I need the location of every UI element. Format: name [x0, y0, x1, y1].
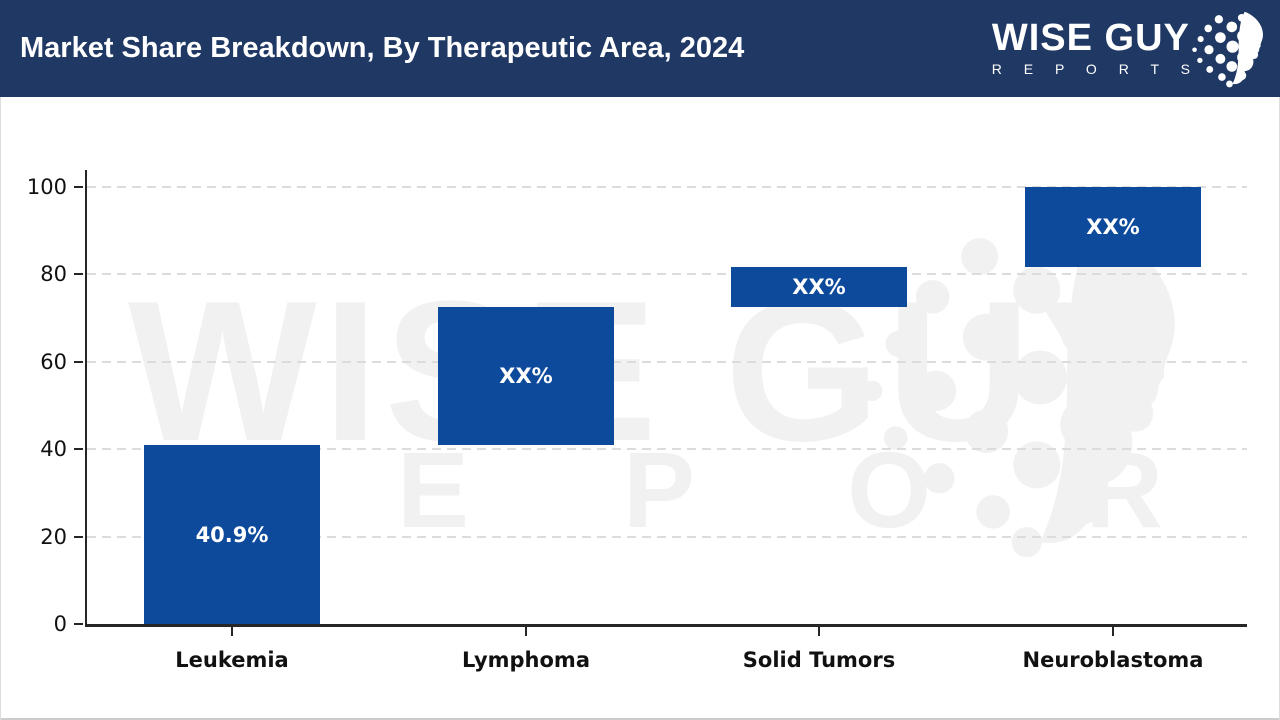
gridline	[87, 535, 1247, 538]
x-tick-mark	[525, 627, 527, 636]
bar-value-label: XX%	[499, 364, 553, 389]
bar-value-label: XX%	[792, 274, 846, 299]
bar-value-label: 40.9%	[195, 522, 269, 547]
page-left-border	[0, 97, 1, 720]
y-tick-label: 80	[40, 262, 67, 287]
bar-neuroblastoma: XX%	[1025, 187, 1201, 267]
x-tick-mark	[231, 627, 233, 636]
plot-area: 0 20 40 60 80 100 40.9% Leukemia XX% Lymphoma XX% S…	[27, 170, 1247, 672]
page-bottom-border	[0, 718, 1280, 720]
bar-solid-tumors: XX%	[731, 266, 907, 308]
gridline	[87, 273, 1247, 276]
header-bar: Market Share Breakdown, By Therapeutic A…	[0, 0, 1280, 97]
page-title: Market Share Breakdown, By Therapeutic A…	[20, 32, 745, 64]
logo-text: WISE GUY R E P O R T S	[992, 18, 1190, 78]
x-category-label: Leukemia	[175, 648, 289, 672]
y-tick-mark	[74, 273, 83, 276]
bar-lymphoma: XX%	[438, 307, 614, 446]
x-tick-mark	[818, 627, 820, 636]
y-tick-mark	[74, 623, 83, 625]
gridline	[87, 360, 1247, 363]
x-category-label: Neuroblastoma	[1022, 648, 1204, 672]
y-tick-mark	[74, 186, 83, 188]
x-category-label: Lymphoma	[462, 648, 590, 672]
logo-subtext: R E P O R T S	[991, 61, 1199, 77]
watermark-dotted-head-icon	[862, 222, 1175, 558]
y-tick-label: 100	[26, 175, 67, 199]
bar-value-label: XX%	[1086, 214, 1140, 239]
y-tick-label: 0	[53, 612, 67, 636]
bar-leukemia: 40.9%	[144, 445, 320, 624]
logo-wordmark: WISE GUY	[991, 17, 1190, 59]
wise-guy-logo: WISE GUY R E P O R T S	[992, 8, 1264, 92]
gridline	[87, 448, 1247, 451]
y-tick-mark	[74, 448, 83, 451]
y-tick-mark	[74, 535, 83, 538]
dotted-head-icon	[1192, 11, 1264, 88]
gridline	[87, 186, 1247, 188]
y-tick-label: 60	[40, 349, 67, 374]
y-tick-mark	[74, 360, 83, 363]
y-tick-label: 40	[40, 437, 67, 462]
y-tick-label: 20	[40, 524, 67, 549]
x-category-label: Solid Tumors	[742, 648, 896, 672]
x-tick-mark	[1112, 627, 1114, 636]
